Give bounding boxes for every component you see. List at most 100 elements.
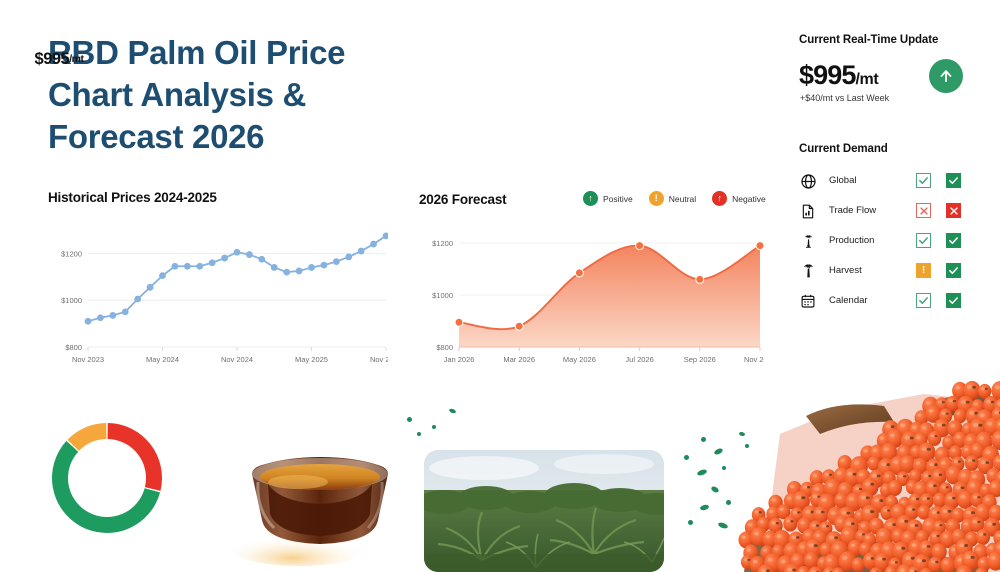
leaf-dot <box>432 425 436 429</box>
palm-fruit-highlight <box>771 521 776 525</box>
palm-fruit-tip <box>792 568 797 572</box>
palm-fruit-highlight <box>908 483 913 487</box>
demand-status-outline[interactable]: ! <box>916 263 931 278</box>
gauge-segment-neutral <box>67 423 107 451</box>
palm-fruit-highlight <box>988 546 993 550</box>
palm-fruit-highlight <box>866 556 871 560</box>
palm-fruit-highlight <box>836 471 842 475</box>
demand-status-filled[interactable] <box>946 233 961 248</box>
palm-fruit-highlight <box>826 558 832 562</box>
palm-fruit <box>813 506 829 524</box>
palm-fruit-highlight <box>806 555 812 560</box>
palm-fruit <box>929 530 944 547</box>
demand-status-outline[interactable] <box>916 293 931 308</box>
palm-fruit-highlight <box>930 434 935 438</box>
palm-fruit-tip <box>957 460 961 463</box>
palm-fruit-tip <box>939 524 943 527</box>
legend-item-neutral[interactable]: ! Neutral <box>648 191 696 206</box>
palm-fruit-highlight <box>899 474 903 478</box>
y-axis-tick-label: $1000 <box>61 296 82 305</box>
palm-fruit-highlight <box>941 411 946 415</box>
palm-fruit-bunch-photo <box>688 376 1000 572</box>
palm-fruit <box>862 552 879 570</box>
palm-fruit-highlight <box>978 507 983 512</box>
palm-fruit <box>904 504 919 520</box>
demand-status-filled[interactable] <box>946 173 961 188</box>
palm-fruit-highlight <box>854 560 859 564</box>
demand-status-outline[interactable] <box>916 203 931 218</box>
palm-fruit-highlight <box>853 460 860 465</box>
palm-fruit-tip <box>935 560 939 564</box>
calendar-icon <box>799 292 817 310</box>
demand-label: Trade Flow <box>829 205 877 216</box>
palm-fruit-tip <box>984 387 988 390</box>
demand-row[interactable]: Trade Flow <box>799 202 967 220</box>
palm-fruit-highlight <box>942 509 948 513</box>
palm-fruit-tip <box>903 475 907 478</box>
palm-fruit-highlight <box>935 496 940 500</box>
palm-fruit-highlight <box>774 547 779 551</box>
palm-fruit-highlight <box>854 487 859 491</box>
gauge-inner-disc <box>69 440 145 516</box>
palm-fruit-highlight <box>904 534 909 538</box>
palm-tree-bold-icon <box>799 262 817 280</box>
demand-row[interactable]: Harvest! <box>799 262 967 280</box>
palm-fruit-tip <box>766 569 770 572</box>
gauge-unit: /mt <box>69 53 84 65</box>
palm-fruit <box>948 445 962 461</box>
x-axis-tick-label: Jul 2026 <box>625 355 653 364</box>
palm-fruit <box>837 455 852 472</box>
demand-status-filled[interactable] <box>946 203 961 218</box>
demand-status-filled[interactable] <box>946 263 961 278</box>
palm-fruit-highlight <box>947 496 952 500</box>
demand-status-filled[interactable] <box>946 293 961 308</box>
palm-fruit-highlight <box>900 500 905 504</box>
palm-fruit-highlight <box>871 473 877 478</box>
palm-fruit-highlight <box>864 509 870 514</box>
palm-fruit-highlight <box>955 386 960 390</box>
palm-fruit-highlight <box>890 483 895 487</box>
demand-status-outline[interactable] <box>916 173 931 188</box>
palm-fruit-highlight <box>951 547 956 552</box>
palm-fruit-highlight <box>921 544 927 549</box>
palm-fruit-highlight <box>922 496 927 500</box>
palm-fruit-highlight <box>925 521 931 526</box>
palm-fruit-highlight <box>958 543 964 548</box>
palm-fruit-highlight <box>948 399 953 403</box>
palm-fruit-highlight <box>847 472 853 476</box>
historical-prices-chart: $800 $1000 $1200 Nov 2023 May 2024 Nov 2024 Ma… <box>48 212 402 377</box>
palm-fruit-tip <box>977 520 981 524</box>
data-point <box>171 262 179 270</box>
palm-fruit <box>963 380 981 400</box>
demand-row[interactable]: Production <box>799 232 967 250</box>
palm-fruit-highlight <box>923 474 929 478</box>
palm-fruit-tip <box>960 486 965 490</box>
forecast-chart-title: 2026 Forecast <box>419 192 507 207</box>
palm-fruit-tip <box>887 509 891 512</box>
legend-item-negative[interactable]: ↑ Negative <box>712 191 766 206</box>
palm-fruit-tip <box>747 558 751 561</box>
legend-item-positive[interactable]: ↑ Positive <box>583 191 633 206</box>
data-point <box>320 261 328 269</box>
palm-fruit-tip <box>952 399 957 403</box>
leaf-dot <box>448 407 457 415</box>
palm-fruit-highlight <box>889 433 895 438</box>
data-point <box>258 255 266 263</box>
palm-fruit-highlight <box>890 560 895 564</box>
palm-fruit <box>908 469 922 484</box>
data-point <box>345 253 353 261</box>
palm-fruit-highlight <box>935 523 940 527</box>
demand-status-outline[interactable] <box>916 233 931 248</box>
palm-fruit-highlight <box>943 560 949 565</box>
demand-row[interactable]: Global <box>799 172 967 190</box>
palm-fruit-highlight <box>787 568 793 572</box>
palm-fruit-tip <box>972 459 976 462</box>
palm-fruit-highlight <box>887 522 893 527</box>
palm-fruit-tip <box>915 497 920 501</box>
palm-fruit-tip <box>894 561 898 564</box>
palm-fruit-highlight <box>743 558 748 561</box>
palm-fruit <box>887 480 902 496</box>
demand-row[interactable]: Calendar <box>799 292 967 310</box>
negative-indicator-icon: ↑ <box>712 191 728 206</box>
palm-fruit-tip <box>910 556 915 560</box>
